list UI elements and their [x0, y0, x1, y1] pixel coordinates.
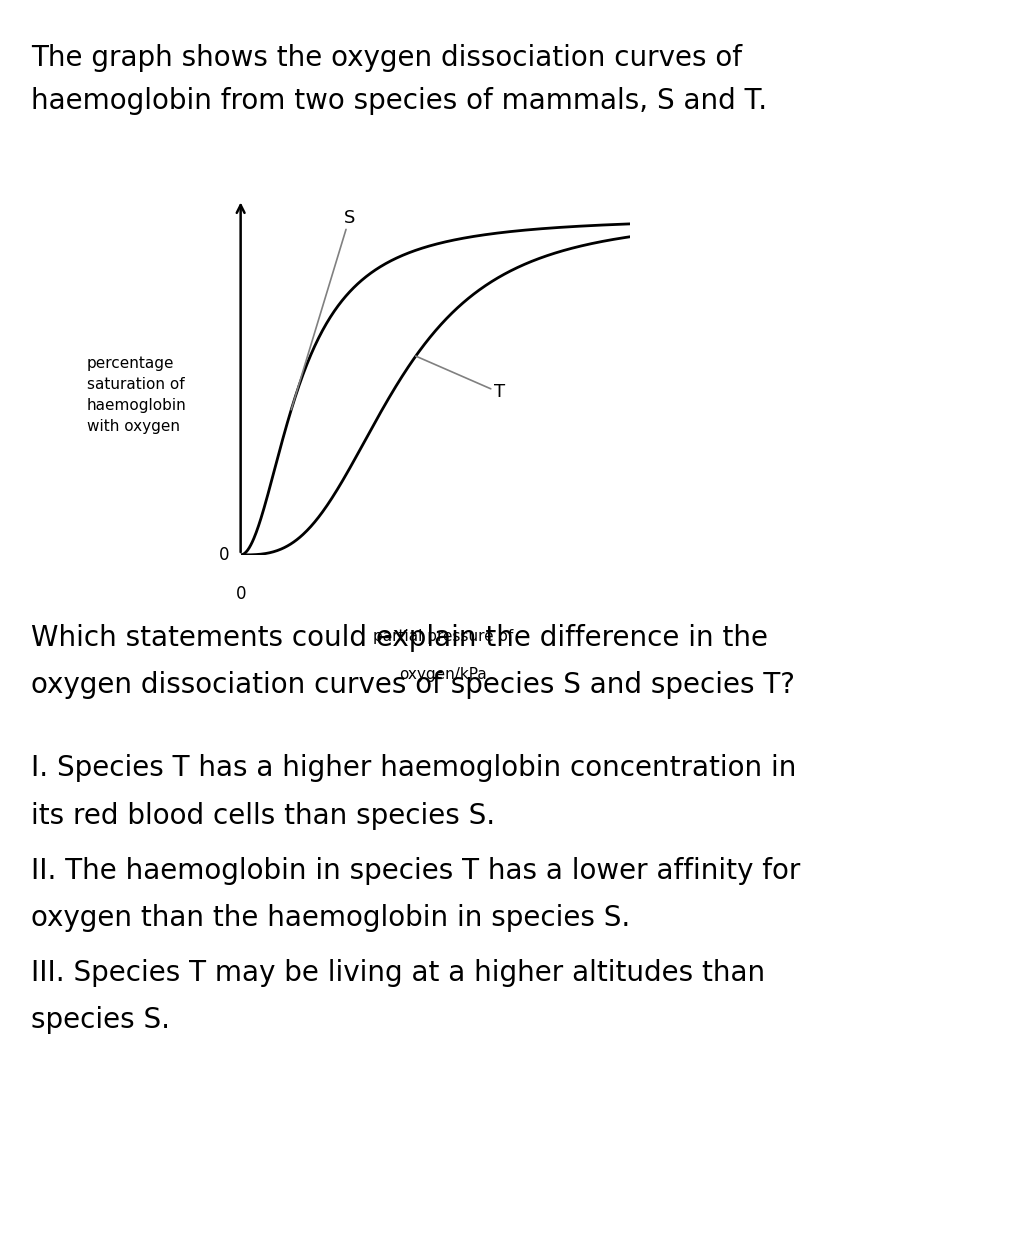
Text: S: S: [291, 208, 355, 410]
Text: The graph shows the oxygen dissociation curves of: The graph shows the oxygen dissociation …: [31, 44, 741, 71]
Text: oxygen dissociation curves of species S and species T?: oxygen dissociation curves of species S …: [31, 671, 795, 698]
Text: 0: 0: [236, 585, 246, 604]
Text: its red blood cells than species S.: its red blood cells than species S.: [31, 802, 495, 829]
Text: partial pressure of: partial pressure of: [373, 630, 513, 645]
Text: oxygen than the haemoglobin in species S.: oxygen than the haemoglobin in species S…: [31, 904, 630, 932]
Text: oxygen/kPa: oxygen/kPa: [399, 667, 486, 682]
Text: III. Species T may be living at a higher altitudes than: III. Species T may be living at a higher…: [31, 959, 765, 986]
Text: T: T: [416, 357, 505, 402]
Text: 0: 0: [218, 546, 229, 564]
Text: Which statements could explain the difference in the: Which statements could explain the diffe…: [31, 624, 768, 651]
Text: haemoglobin from two species of mammals, S and T.: haemoglobin from two species of mammals,…: [31, 87, 767, 115]
Text: species S.: species S.: [31, 1006, 170, 1034]
Text: percentage
saturation of
haemoglobin
with oxygen: percentage saturation of haemoglobin wit…: [87, 355, 186, 434]
Text: II. The haemoglobin in species T has a lower affinity for: II. The haemoglobin in species T has a l…: [31, 857, 800, 884]
Text: I. Species T has a higher haemoglobin concentration in: I. Species T has a higher haemoglobin co…: [31, 754, 796, 782]
